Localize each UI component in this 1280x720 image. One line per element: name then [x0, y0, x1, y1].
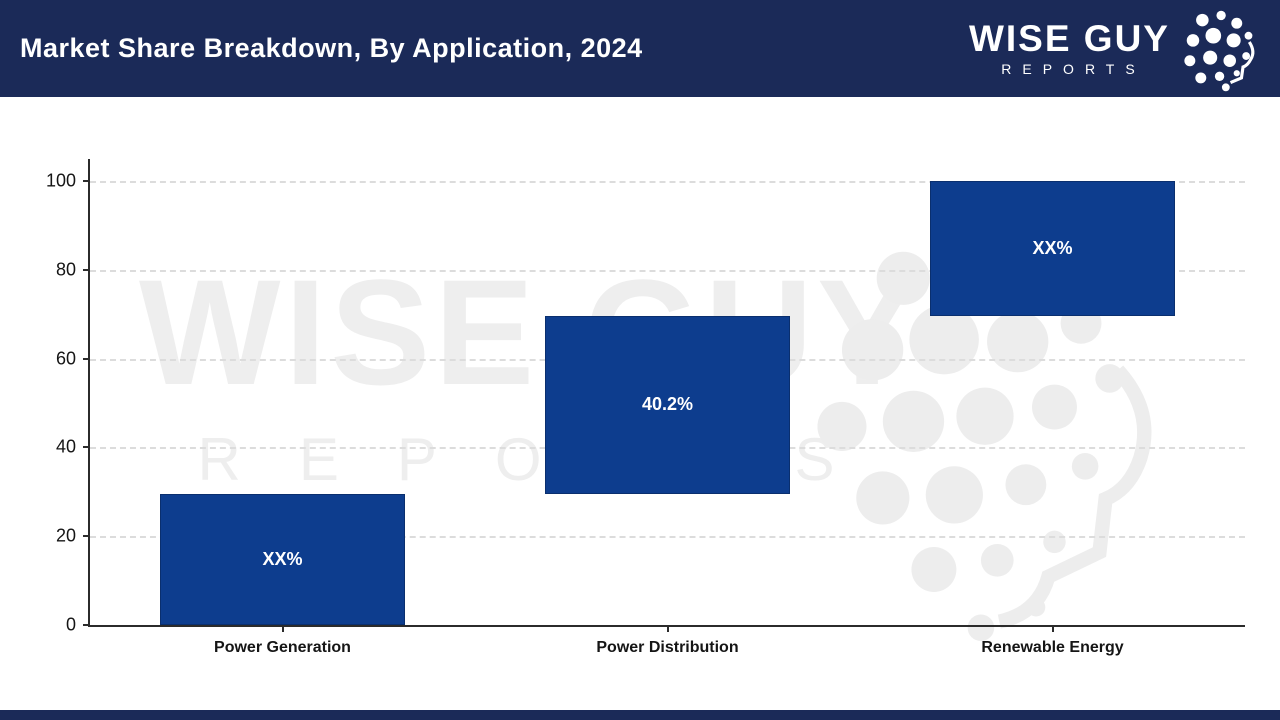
x-tick-mark: [666, 625, 669, 632]
logo-wordmark: WISE GUY: [968, 18, 1170, 60]
y-tick-label: 40: [55, 436, 76, 457]
bar-renewable-energy: XX%: [930, 181, 1175, 316]
y-tick-label: 80: [55, 259, 76, 280]
bar-power-generation: XX%: [160, 494, 405, 625]
bottom-bar: [0, 710, 1280, 720]
logo-text: WISE GUY REPORTS: [968, 18, 1170, 77]
x-tick-label: Renewable Energy: [981, 639, 1124, 656]
logo-head-icon: [1184, 10, 1255, 91]
gridline: [90, 181, 1245, 184]
bar-power-distribution: 40.2%: [545, 315, 790, 495]
gridline: [90, 269, 1245, 272]
wise-guy-logo: WISE GUY REPORTS: [969, 6, 1262, 92]
x-tick-label: Power Distribution: [596, 639, 739, 656]
page-title: Market Share Breakdown, By Application, …: [20, 33, 643, 63]
y-tick-label: 60: [55, 348, 76, 369]
y-tick-mark: [83, 624, 90, 626]
x-tick-label: Power Generation: [214, 639, 351, 656]
bar-value-label: XX%: [262, 549, 303, 570]
y-tick-label: 100: [45, 170, 76, 191]
x-tick-mark: [281, 625, 284, 632]
y-tick-mark: [83, 446, 90, 449]
x-tick-mark: [1051, 625, 1054, 632]
header: Market Share Breakdown, By Application, …: [0, 0, 1280, 97]
logo-subtitle: REPORTS: [1001, 60, 1146, 77]
y-tick-label: 0: [65, 614, 76, 635]
bar-value-label: 40.2%: [641, 394, 694, 415]
y-tick-mark: [83, 268, 90, 271]
plot-area: 0 20 40 60 80 100 XX% Power Generation 40.2% Powe…: [46, 159, 1245, 656]
y-tick-mark: [83, 357, 90, 360]
y-tick-mark: [83, 535, 90, 538]
bar-value-label: XX%: [1032, 237, 1073, 258]
gridline: [90, 536, 1245, 539]
y-tick-label: 20: [55, 525, 76, 546]
y-tick-mark: [83, 180, 90, 183]
